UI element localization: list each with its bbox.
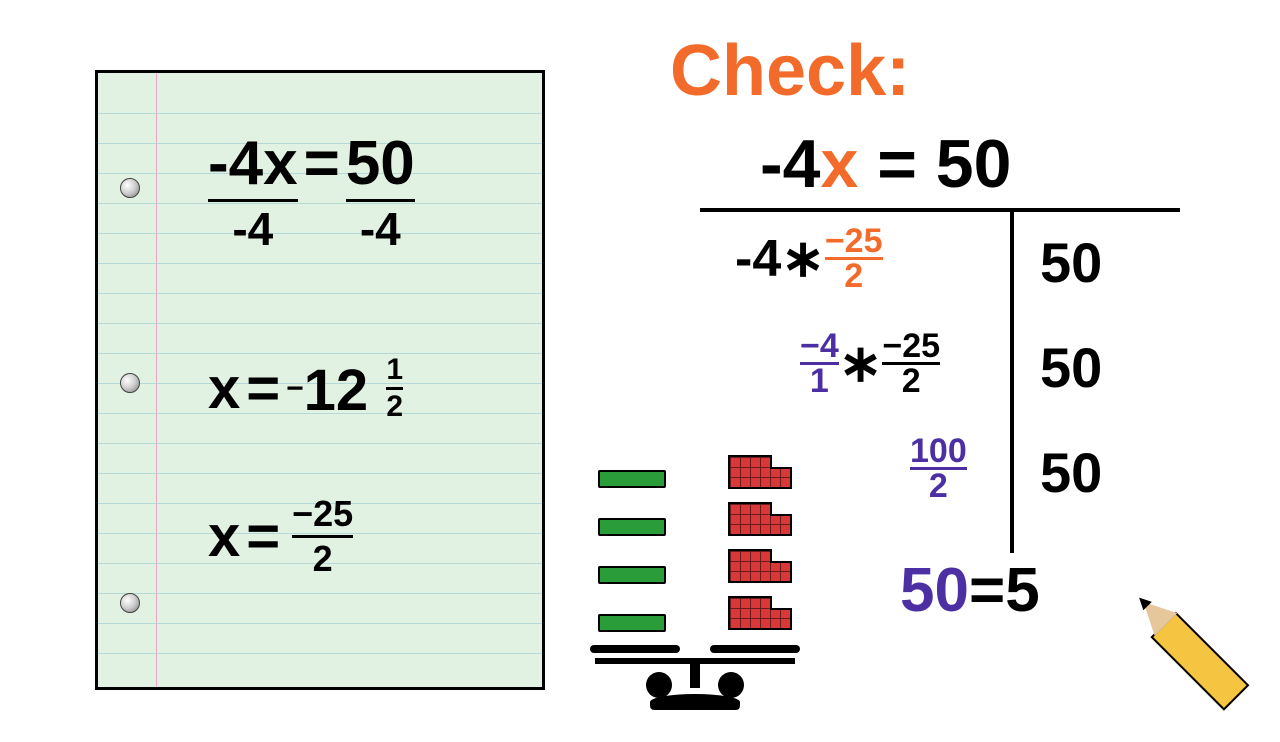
equation-step-3: x = −25 2 [208, 493, 353, 580]
red-block-icon [728, 502, 792, 536]
r2-f1-den: 1 [810, 365, 829, 397]
eq2-neg: − [286, 372, 304, 406]
eq1-lhs: -4x [208, 133, 298, 195]
check-row-2-right: 50 [1040, 335, 1102, 400]
green-bar-icon [598, 470, 666, 488]
check-row-2-left: −4 1 ∗ −25 2 [800, 330, 940, 398]
eq2-equals: = [246, 355, 280, 422]
eq1-equals: = [304, 133, 340, 195]
r3-num: 100 [910, 435, 967, 467]
eq1-lhs-div: -4 [232, 206, 273, 252]
check-row-3-right: 50 [1040, 440, 1102, 505]
equation-step-1: -4x -4 = 50 -4 [208, 133, 415, 252]
r1-num: −25 [825, 225, 883, 257]
notepad-hole-icon [120, 178, 140, 198]
notepad: -4x -4 = 50 -4 x = − 12 1 2 x = −25 [95, 70, 545, 690]
check-heading: Check: [670, 30, 910, 112]
green-bar-icon [598, 614, 666, 632]
check-vert-divider [1010, 208, 1014, 553]
pencil-icon [1091, 541, 1280, 739]
r3-den: 2 [929, 470, 948, 502]
r1-star: ∗ [781, 229, 825, 289]
r2-f2-den: 2 [902, 365, 921, 397]
check-fifty: 50 [936, 126, 1012, 202]
eq3-den: 2 [313, 538, 333, 580]
r4-eq: = [969, 555, 1005, 626]
green-bar-icon [598, 518, 666, 536]
eq3-equals: = [246, 503, 280, 570]
eq2-whole: 12 [304, 358, 369, 423]
check-row-4: 50 = 5 [900, 555, 1040, 626]
red-block-icon [728, 455, 792, 489]
balance-scale-icon [580, 430, 810, 710]
notepad-margin [156, 73, 157, 687]
green-bar-icon [598, 566, 666, 584]
check-x-var: x [820, 126, 858, 202]
check-original-equation: -4x = 50 [760, 125, 1011, 203]
r2-f2-num: −25 [882, 330, 940, 362]
eq2-den: 2 [386, 390, 403, 424]
notepad-hole-icon [120, 373, 140, 393]
eq1-rhs: 50 [346, 133, 415, 195]
r4-right: 5 [1005, 555, 1039, 626]
eq2-num: 1 [386, 353, 403, 387]
notepad-hole-icon [120, 593, 140, 613]
eq2-x: x [208, 355, 240, 422]
r2-star: ∗ [839, 334, 883, 394]
check-neg4: -4 [760, 126, 820, 202]
equation-step-2: x = − 12 1 2 [208, 353, 403, 424]
check-row-1-right: 50 [1040, 230, 1102, 295]
eq1-rhs-div: -4 [360, 206, 401, 252]
red-block-icon [728, 549, 792, 583]
check-row-3-left: 100 2 [910, 435, 967, 503]
check-horiz-divider [700, 208, 1180, 212]
eq3-x: x [208, 503, 240, 570]
check-row-1-left: -4 ∗ −25 2 [735, 225, 883, 293]
r1-den: 2 [844, 260, 863, 292]
r2-f1-num: −4 [800, 330, 839, 362]
r1-neg4: -4 [735, 229, 781, 289]
r4-left: 50 [900, 555, 969, 626]
check-eq-sign: = [858, 126, 936, 202]
eq3-num: −25 [292, 493, 353, 535]
red-block-icon [728, 596, 792, 630]
